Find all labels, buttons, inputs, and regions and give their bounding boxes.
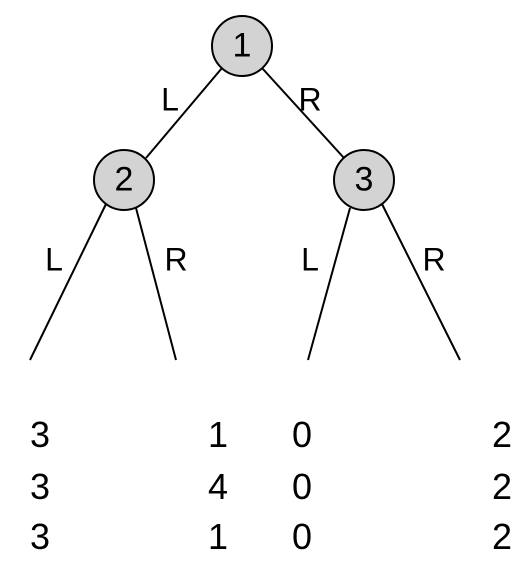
leaf-leaf-d-row-1: 2 xyxy=(492,466,512,508)
node-label-n3: 3 xyxy=(355,161,374,200)
edge-n3-leaf-c xyxy=(308,208,350,360)
edge-label-n2-leaf-b: R xyxy=(164,242,187,279)
leaf-leaf-b-row-2: 1 xyxy=(208,516,228,558)
node-label-n2: 2 xyxy=(115,161,134,200)
tree-svg xyxy=(0,0,528,570)
edge-label-n1-n2: L xyxy=(161,82,179,119)
edge-label-n2-leaf-a: L xyxy=(45,242,63,279)
edge-n2-leaf-a xyxy=(30,204,106,360)
edge-label-n3-leaf-c: L xyxy=(301,242,319,279)
edge-n2-leaf-b xyxy=(136,208,176,360)
leaf-leaf-a-row-0: 3 xyxy=(30,414,50,456)
leaf-leaf-b-row-1: 4 xyxy=(208,466,228,508)
leaf-leaf-c-row-2: 0 xyxy=(292,516,312,558)
leaf-leaf-d-row-0: 2 xyxy=(492,414,512,456)
node-label-n1: 1 xyxy=(233,27,252,66)
leaf-leaf-c-row-1: 0 xyxy=(292,466,312,508)
leaf-leaf-a-row-2: 3 xyxy=(30,516,50,558)
leaf-leaf-d-row-2: 2 xyxy=(492,516,512,558)
leaf-leaf-b-row-0: 1 xyxy=(208,414,228,456)
edge-n3-leaf-d xyxy=(382,204,460,360)
leaf-leaf-a-row-1: 3 xyxy=(30,466,50,508)
leaf-leaf-c-row-0: 0 xyxy=(292,414,312,456)
edge-n1-n2 xyxy=(146,68,222,158)
edge-label-n1-n3: R xyxy=(298,82,321,119)
edge-label-n3-leaf-d: R xyxy=(422,242,445,279)
